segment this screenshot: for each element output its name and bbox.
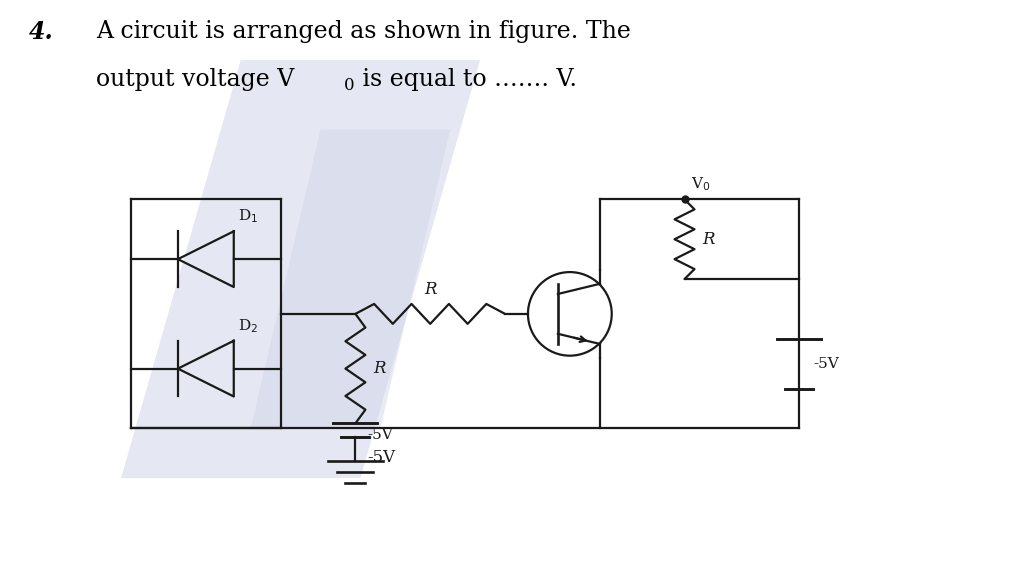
- Text: V$_0$: V$_0$: [690, 176, 710, 193]
- Text: R: R: [374, 360, 386, 377]
- Polygon shape: [121, 60, 480, 478]
- Text: -5V: -5V: [813, 357, 839, 371]
- Text: R: R: [424, 281, 436, 298]
- Text: is equal to ……. V.: is equal to ……. V.: [355, 68, 578, 91]
- Text: 4.: 4.: [30, 20, 54, 45]
- Text: D$_2$: D$_2$: [238, 317, 258, 335]
- Text: 0: 0: [343, 77, 354, 94]
- Text: -5V: -5V: [368, 428, 393, 442]
- Polygon shape: [251, 130, 451, 428]
- Text: R: R: [702, 231, 715, 248]
- Text: D$_1$: D$_1$: [238, 208, 258, 225]
- Text: output voltage V: output voltage V: [96, 68, 294, 91]
- Text: A circuit is arranged as shown in figure. The: A circuit is arranged as shown in figure…: [96, 20, 631, 43]
- Text: -5V: -5V: [368, 449, 395, 466]
